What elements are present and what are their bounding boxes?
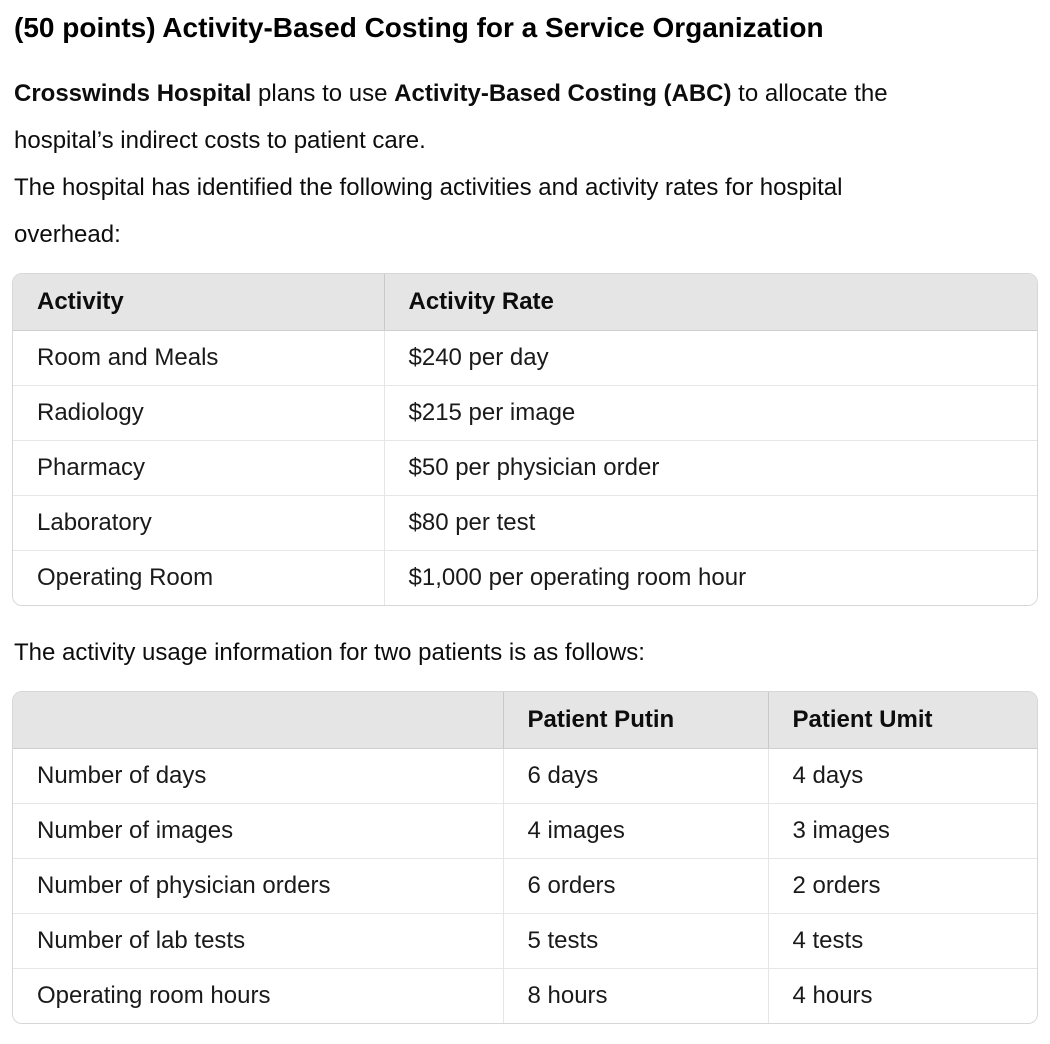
table-header-row: Activity Activity Rate	[13, 274, 1037, 331]
activity-rate-cell: $1,000 per operating room hour	[383, 550, 1037, 605]
patient-usage-table: Patient Putin Patient Umit Number of day…	[12, 691, 1038, 1024]
table-row: Laboratory $80 per test	[13, 495, 1037, 551]
usage-metric-cell: Number of physician orders	[13, 858, 503, 914]
table-row: Number of physician orders 6 orders 2 or…	[13, 858, 1037, 914]
intro-paragraph: Crosswinds Hospital plans to use Activit…	[14, 70, 934, 164]
column-header-activity: Activity	[13, 274, 384, 331]
patient-putin-value-cell: 5 tests	[502, 913, 768, 969]
usage-metric-cell: Number of images	[13, 803, 503, 859]
table-row: Room and Meals $240 per day	[13, 330, 1037, 386]
rates-intro-paragraph: The hospital has identified the followin…	[14, 174, 843, 248]
patient-putin-value-cell: 6 days	[502, 748, 768, 804]
patient-umit-value-cell: 3 images	[767, 803, 1037, 859]
usage-intro-paragraph: The activity usage information for two p…	[14, 639, 645, 666]
table-row: Radiology $215 per image	[13, 385, 1037, 441]
usage-metric-cell: Operating room hours	[13, 968, 503, 1023]
table-row: Operating Room $1,000 per operating room…	[13, 550, 1037, 605]
page-title: (50 points) Activity-Based Costing for a…	[14, 12, 824, 43]
column-header-activity-rate: Activity Rate	[383, 274, 1037, 331]
intro-bold-hospital-name: Crosswinds Hospital	[14, 80, 252, 107]
patient-putin-value-cell: 6 orders	[502, 858, 768, 914]
patient-umit-value-cell: 4 hours	[767, 968, 1037, 1023]
patient-umit-value-cell: 4 tests	[767, 913, 1037, 969]
patient-umit-value-cell: 4 days	[767, 748, 1037, 804]
column-header-blank	[13, 692, 503, 749]
table-row: Number of images 4 images 3 images	[13, 803, 1037, 859]
activity-cell: Pharmacy	[13, 440, 384, 496]
usage-metric-cell: Number of lab tests	[13, 913, 503, 969]
activity-rate-table: Activity Activity Rate Room and Meals $2…	[12, 273, 1038, 606]
table-row: Operating room hours 8 hours 4 hours	[13, 968, 1037, 1023]
patient-umit-value-cell: 2 orders	[767, 858, 1037, 914]
activity-rate-cell: $80 per test	[383, 495, 1037, 551]
patient-putin-value-cell: 4 images	[502, 803, 768, 859]
activity-rate-cell: $50 per physician order	[383, 440, 1037, 496]
activity-cell: Laboratory	[13, 495, 384, 551]
patient-putin-value-cell: 8 hours	[502, 968, 768, 1023]
usage-metric-cell: Number of days	[13, 748, 503, 804]
intro-text-1: plans to use	[251, 80, 395, 107]
intro-bold-abc: Activity-Based Costing (ABC)	[394, 80, 732, 107]
activity-rate-cell: $215 per image	[383, 385, 1037, 441]
table-row: Pharmacy $50 per physician order	[13, 440, 1037, 496]
activity-cell: Room and Meals	[13, 330, 384, 386]
table-row: Number of days 6 days 4 days	[13, 748, 1037, 804]
column-header-patient-putin: Patient Putin	[502, 692, 768, 749]
intro-text-2: to allocate the hospital’s indirect cost…	[14, 80, 888, 154]
table-row: Number of lab tests 5 tests 4 tests	[13, 913, 1037, 969]
activity-cell: Radiology	[13, 385, 384, 441]
activity-rate-cell: $240 per day	[383, 330, 1037, 386]
activity-cell: Operating Room	[13, 550, 384, 605]
column-header-patient-umit: Patient Umit	[767, 692, 1037, 749]
table-header-row: Patient Putin Patient Umit	[13, 692, 1037, 749]
